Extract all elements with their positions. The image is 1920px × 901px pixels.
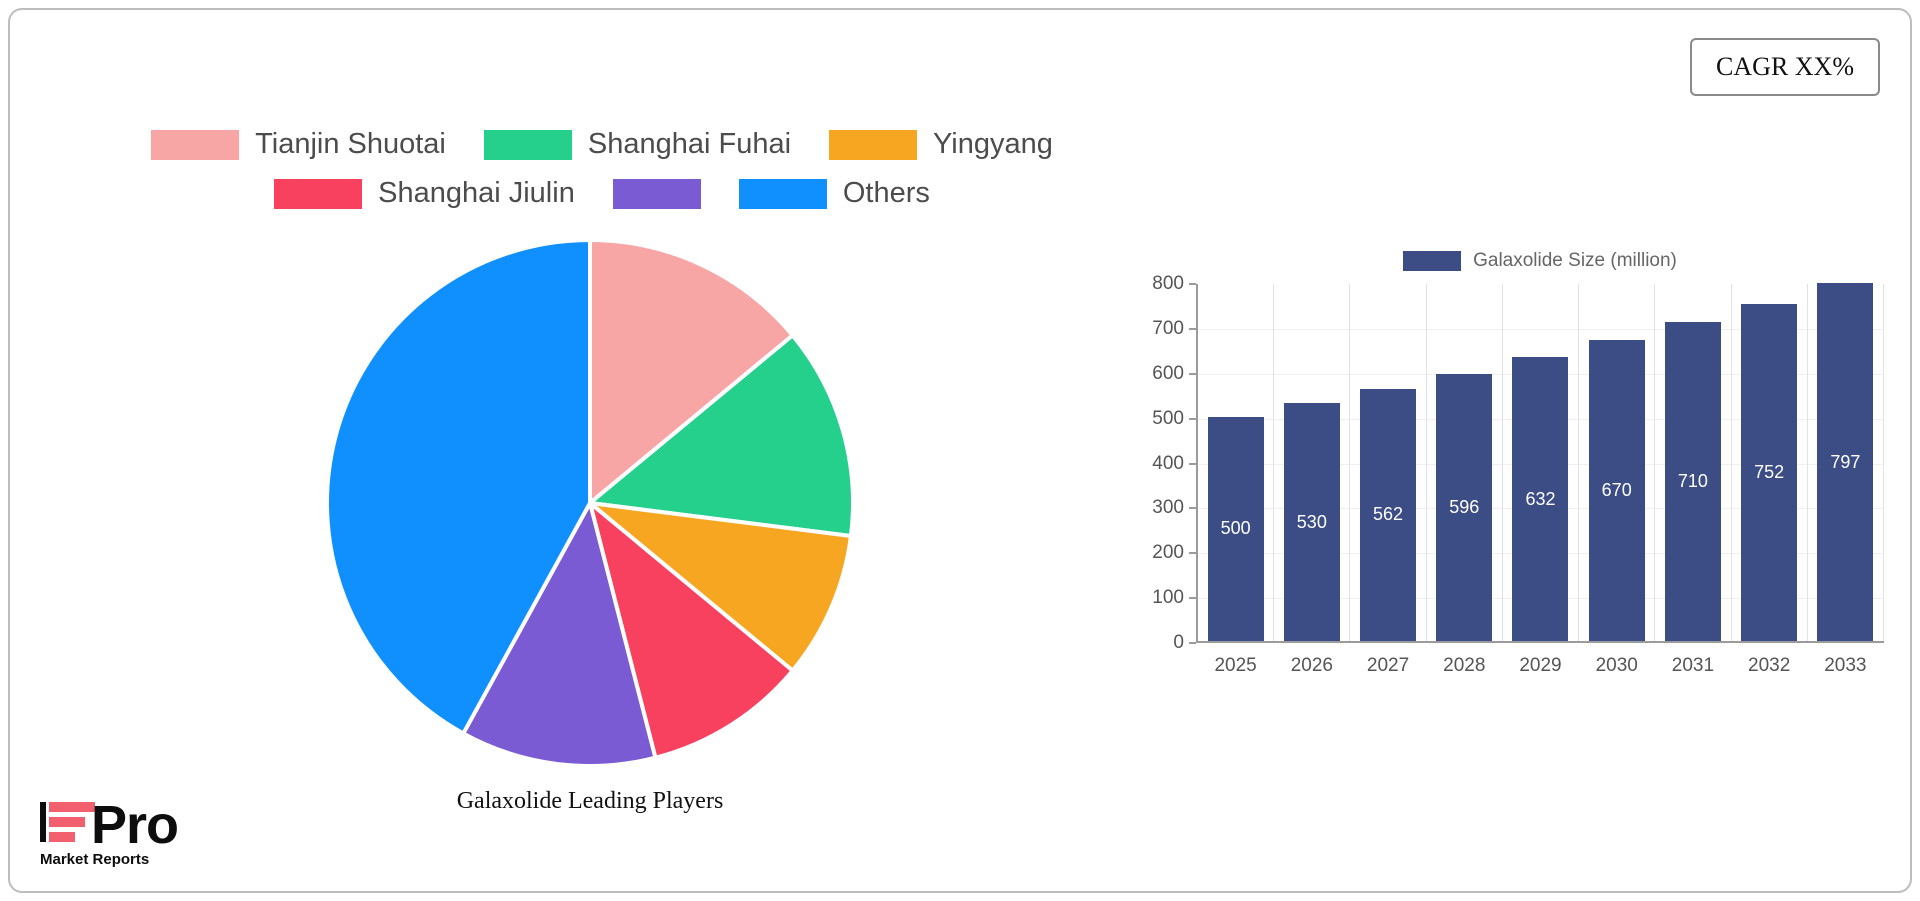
logo-row: Pro — [40, 795, 179, 856]
x-axis-label: 2032 — [1748, 655, 1791, 676]
report-card: CAGR XX% Tianjin Shuotai Shanghai Fuhai Yi… — [8, 8, 1912, 893]
pie-legend-swatch — [483, 129, 572, 160]
y-axis-tick-label: 800 — [1152, 273, 1184, 294]
pie-legend-item: Yingyang — [829, 128, 1053, 161]
x-axis-label: 2026 — [1290, 655, 1333, 676]
bar-cell: 530 2026 — [1274, 284, 1351, 676]
y-axis-tick-mark — [1189, 327, 1196, 330]
bar-value-label: 710 — [1677, 471, 1708, 492]
bar-value-label: 530 — [1296, 511, 1327, 532]
bar-cell: 670 2030 — [1579, 284, 1656, 676]
bar: 500 — [1207, 416, 1264, 641]
y-axis-tick-label: 700 — [1152, 317, 1184, 339]
logo-subtitle: Market Reports — [40, 851, 150, 868]
bar: 670 — [1588, 340, 1645, 641]
pie-legend-label: Yingyang — [933, 128, 1053, 160]
bar-cell: 752 2032 — [1732, 284, 1808, 676]
pie-legend-label: Tianjin Shuotai — [255, 128, 446, 160]
bar: 752 — [1741, 303, 1798, 641]
y-axis-tick-mark — [1189, 417, 1196, 420]
bar-value-label: 670 — [1601, 480, 1632, 501]
bar-legend-label: Galaxolide Size (million) — [1473, 250, 1677, 271]
y-axis-tick-label: 300 — [1152, 497, 1184, 519]
pie-legend-swatch — [612, 178, 701, 209]
pie-slice — [588, 333, 855, 538]
bar-cell: 596 2028 — [1427, 284, 1503, 676]
y-axis-tick-label: 500 — [1152, 407, 1184, 429]
pie-legend-item: Others — [738, 177, 930, 210]
bar-legend: Galaxolide Size (million) — [1196, 250, 1884, 272]
y-axis-tick-label: 400 — [1152, 452, 1184, 474]
pie-chart-title: Galaxolide Leading Players — [456, 788, 724, 814]
logo-text: Pro — [91, 795, 179, 856]
y-axis-tick-mark — [1189, 597, 1196, 600]
y-axis-tick-label: 0 — [1173, 632, 1184, 653]
x-axis-label: 2025 — [1214, 655, 1257, 676]
x-axis-label: 2027 — [1366, 655, 1410, 676]
bar-legend-swatch — [1403, 251, 1462, 271]
bar-cell: 500 2025 — [1198, 284, 1275, 676]
pie-legend-item: Tianjin Shuotai — [151, 128, 446, 161]
bar-value-label: 797 — [1830, 451, 1861, 472]
pie-legend-swatch — [151, 129, 240, 160]
y-axis-tick-label: 100 — [1152, 587, 1184, 609]
pie-legend-item: Shanghai Fuhai — [483, 128, 792, 161]
logo-bar — [49, 832, 75, 842]
pie-legend-label: Shanghai Fuhai — [587, 128, 792, 160]
pie-legend-item: Shanghai Jiulin — [274, 177, 575, 210]
bar-value-label: 500 — [1220, 518, 1251, 539]
bar-cell: 797 2033 — [1808, 283, 1884, 676]
x-axis-label: 2028 — [1443, 655, 1486, 676]
y-axis-tick-mark — [1189, 642, 1196, 644]
pie-legend: Tianjin Shuotai Shanghai Fuhai Yingyang Sh… — [102, 128, 1102, 210]
pie-legend-swatch — [738, 178, 827, 209]
pie-legend-label: Shanghai Jiulin — [378, 177, 575, 209]
bar-cell: 562 2027 — [1350, 284, 1427, 676]
pie-legend-swatch — [829, 129, 918, 160]
bar-cell: 632 2029 — [1503, 284, 1580, 676]
logo-bars-icon — [40, 802, 95, 842]
pie-slice — [588, 238, 795, 505]
bar: 710 — [1664, 322, 1721, 641]
pie-slice — [588, 501, 853, 673]
bar-y-axis: 800 700 600 500 400 300 200 100 0 — [1132, 273, 1184, 653]
pie-legend-item — [612, 178, 701, 209]
pie-chart — [325, 238, 855, 769]
logo-bar — [49, 817, 85, 827]
x-axis-label: 2030 — [1595, 655, 1638, 676]
y-axis-tick-mark — [1189, 507, 1196, 510]
bar: 530 — [1283, 403, 1340, 641]
bar-value-label: 596 — [1449, 496, 1480, 517]
y-axis-tick-mark — [1189, 462, 1196, 465]
bar: 562 — [1360, 388, 1417, 641]
bar: 632 — [1512, 357, 1569, 641]
h-gridline — [1198, 328, 1884, 330]
bar-plot-area: 500 2025 530 2026 562 2027 596 2028 632 2029 670 20… — [1189, 283, 1884, 676]
logo: Pro Market Reports — [40, 795, 179, 868]
bar: 797 — [1817, 283, 1874, 641]
y-axis-tick-label: 200 — [1152, 542, 1184, 564]
y-axis-tick-mark — [1189, 372, 1196, 375]
y-axis-tick-label: 600 — [1152, 362, 1184, 384]
pie-legend-row-1: Tianjin Shuotai Shanghai Fuhai Yingyang — [151, 128, 1053, 161]
x-axis-label: 2029 — [1519, 655, 1562, 676]
pie-legend-row-2: Shanghai Jiulin Others — [274, 177, 930, 210]
x-axis-label: 2031 — [1671, 655, 1715, 676]
cagr-label: CAGR XX% — [1716, 52, 1854, 81]
pie-slice — [461, 501, 658, 769]
pie-legend-swatch — [274, 178, 363, 209]
cagr-box: CAGR XX% — [1690, 38, 1880, 96]
bar-value-label: 632 — [1525, 488, 1556, 509]
bar-value-label: 562 — [1373, 504, 1404, 525]
pie-slice — [325, 238, 592, 736]
y-axis-tick-mark — [1189, 283, 1196, 285]
y-axis-tick-mark — [1189, 552, 1196, 555]
x-axis-label: 2033 — [1824, 655, 1867, 676]
bar-value-label: 752 — [1754, 461, 1785, 482]
bar: 596 — [1436, 373, 1493, 641]
pie-legend-label: Others — [842, 177, 930, 209]
bar-cell: 710 2031 — [1655, 284, 1732, 676]
logo-bar — [49, 802, 95, 812]
